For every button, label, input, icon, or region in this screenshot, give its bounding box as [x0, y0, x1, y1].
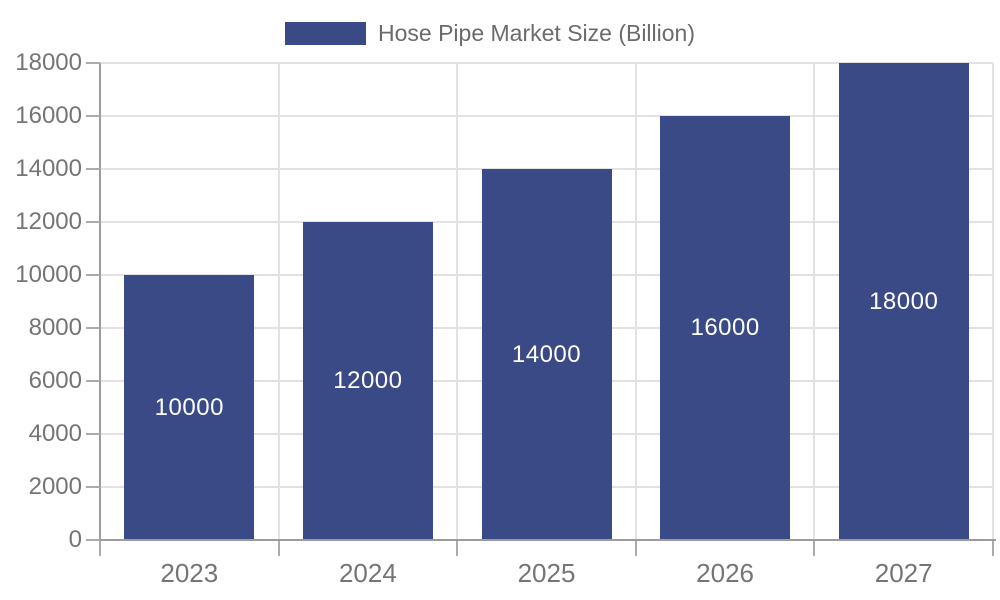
y-tick — [86, 115, 100, 117]
v-gridline — [277, 63, 280, 540]
bar-2025: 14000 — [481, 169, 612, 540]
y-tick — [86, 327, 100, 329]
v-gridline — [992, 63, 994, 540]
bar-2024: 12000 — [302, 222, 433, 540]
y-tick — [86, 62, 100, 64]
bar-2023: 10000 — [124, 275, 255, 540]
x-tick-label: 2027 — [874, 558, 933, 588]
x-tick — [99, 541, 101, 556]
y-tick-label: 12000 — [15, 208, 82, 235]
x-tick-label: 2025 — [517, 558, 576, 588]
bar-value-label: 10000 — [154, 393, 224, 421]
v-gridline — [813, 63, 816, 540]
y-tick-label: 10000 — [15, 261, 82, 288]
y-tick-label: 4000 — [28, 420, 82, 447]
x-tick-label: 2023 — [160, 558, 219, 588]
bar-2027: 18000 — [838, 63, 969, 540]
y-tick — [86, 486, 100, 488]
y-tick-label: 0 — [68, 526, 82, 553]
x-tick-label: 2024 — [338, 558, 397, 588]
y-tick-label: 8000 — [28, 314, 82, 341]
v-gridline — [456, 63, 459, 540]
y-tick — [86, 274, 100, 276]
x-tick — [813, 541, 816, 556]
y-tick-label: 18000 — [15, 49, 82, 76]
bar-value-label: 16000 — [690, 314, 760, 341]
x-tick — [277, 541, 280, 556]
y-tick — [86, 380, 100, 382]
v-gridline — [634, 63, 637, 540]
y-tick — [86, 433, 100, 435]
y-tick-label: 2000 — [28, 473, 82, 500]
legend: Hose Pipe Market Size (Billion) — [285, 20, 695, 47]
y-tick-label: 16000 — [15, 102, 82, 129]
y-axis-line — [99, 63, 101, 556]
y-tick-label: 6000 — [28, 367, 82, 394]
bar-2026: 16000 — [660, 116, 791, 540]
y-tick — [86, 221, 100, 223]
x-tick-label: 2026 — [696, 558, 755, 588]
bar-value-label: 18000 — [869, 287, 939, 315]
legend-swatch — [285, 22, 366, 45]
legend-label: Hose Pipe Market Size (Billion) — [378, 20, 696, 46]
y-tick — [86, 168, 100, 170]
x-tick — [456, 541, 459, 556]
x-tick — [992, 541, 994, 556]
y-tick-label: 14000 — [15, 155, 82, 182]
y-tick — [86, 539, 100, 541]
bar-value-label: 12000 — [333, 367, 403, 394]
x-tick — [634, 541, 637, 556]
bar-value-label: 14000 — [511, 340, 582, 368]
